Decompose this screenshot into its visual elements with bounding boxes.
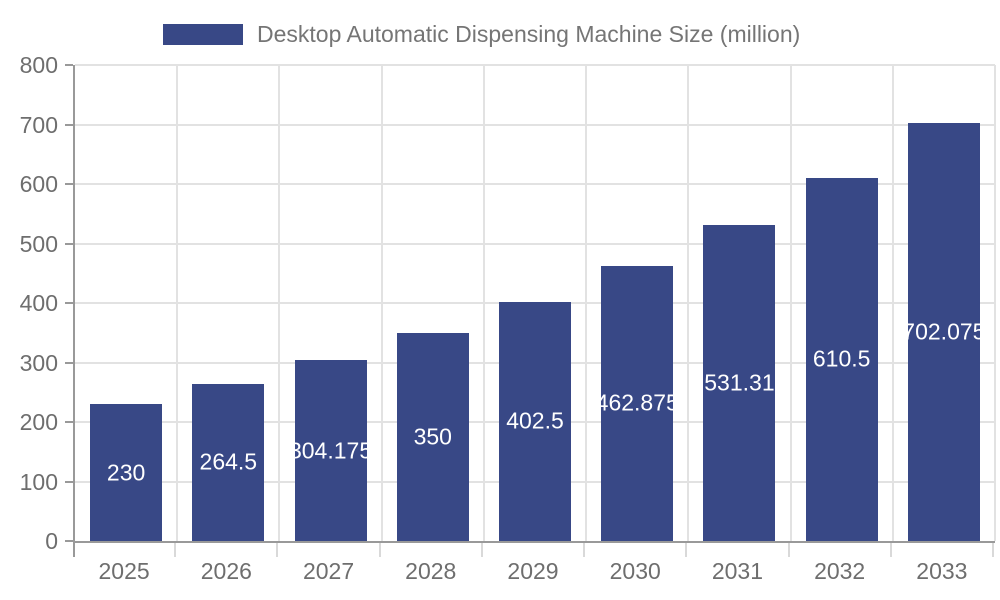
bar-value-label-2026: 264.5: [199, 448, 258, 475]
bar-value-label-2029: 402.5: [506, 407, 564, 434]
h-gridline-500: [75, 242, 995, 245]
x-axis-tick: [992, 543, 994, 557]
x-axis-tick: [73, 543, 75, 557]
v-gridline: [482, 65, 485, 541]
bar-2030: [601, 265, 674, 541]
y-axis-tick: [65, 302, 73, 304]
bar-value-label-2033: 702.075: [902, 318, 986, 345]
x-tick-label-2032: 2032: [814, 558, 866, 584]
y-tick-label-800: 800: [19, 52, 58, 78]
y-axis-tick: [65, 421, 73, 423]
legend-label: Desktop Automatic Dispensing Machine Siz…: [257, 21, 801, 47]
h-gridline-600: [75, 183, 995, 185]
x-tick-label-2025: 2025: [98, 558, 150, 584]
bar-2028: [396, 332, 469, 541]
x-axis-tick: [174, 543, 177, 557]
y-axis-tick: [65, 183, 73, 185]
v-gridline: [380, 65, 383, 541]
x-tick-label-2030: 2030: [609, 558, 661, 584]
v-gridline: [176, 65, 179, 541]
y-tick-label-400: 400: [19, 290, 58, 316]
x-tick-label-2033: 2033: [916, 558, 968, 584]
x-axis-tick: [889, 543, 892, 557]
x-axis-tick: [583, 543, 586, 557]
v-gridline: [789, 65, 792, 541]
x-axis-tick: [787, 543, 790, 557]
bar-value-label-2030: 462.875: [595, 389, 679, 416]
legend-swatch-icon: [163, 24, 243, 45]
bar-2027: [294, 360, 367, 541]
bar-2033: [907, 123, 980, 541]
v-gridline: [994, 65, 996, 541]
y-axis-tick: [65, 64, 73, 66]
bar-2026: [192, 383, 265, 541]
bar-2031: [703, 224, 776, 541]
y-axis-tick: [65, 480, 73, 483]
bar-2029: [499, 301, 571, 541]
v-gridline: [891, 65, 894, 541]
x-tick-label-2027: 2027: [302, 558, 355, 584]
h-gridline-800: [75, 64, 995, 66]
x-axis-tick: [378, 543, 381, 557]
x-tick-label-2029: 2029: [507, 558, 559, 584]
y-axis-tick: [65, 123, 73, 126]
bar-value-label-2027: 304.175: [288, 437, 373, 463]
x-tick-label-2031: 2031: [711, 558, 764, 584]
v-gridline: [585, 65, 588, 541]
bar-value-label-2028: 350: [413, 423, 452, 450]
y-tick-label-0: 0: [45, 528, 58, 554]
x-axis-tick: [276, 543, 279, 557]
y-axis-tick: [65, 361, 73, 364]
y-tick-label-300: 300: [19, 349, 58, 376]
v-gridline: [278, 65, 281, 541]
bar-value-label-2025: 230: [106, 459, 146, 486]
x-tick-label-2028: 2028: [405, 558, 457, 584]
bar-value-label-2032: 610.5: [812, 345, 871, 372]
x-axis-tick: [480, 543, 483, 557]
bar-2032: [805, 177, 878, 541]
y-tick-label-600: 600: [19, 171, 58, 197]
y-tick-label-500: 500: [19, 230, 58, 257]
plot-area: 230 264.5 304.175 350 402.5 462.875 531.31 610.…: [73, 64, 996, 543]
h-gridline-700: [75, 123, 995, 126]
y-tick-label-100: 100: [19, 468, 58, 495]
x-axis-tick: [685, 543, 688, 557]
y-axis-tick: [65, 540, 73, 542]
y-tick-label-200: 200: [19, 409, 58, 435]
bar-value-label-2031: 531.31: [704, 369, 775, 396]
v-gridline: [687, 65, 690, 541]
x-tick-label-2026: 2026: [200, 558, 252, 584]
bar-2025: [90, 404, 163, 541]
y-tick-label-700: 700: [19, 111, 58, 138]
y-axis-tick: [65, 242, 73, 245]
legend[interactable]: Desktop Automatic Dispensing Machine Siz…: [163, 21, 800, 48]
